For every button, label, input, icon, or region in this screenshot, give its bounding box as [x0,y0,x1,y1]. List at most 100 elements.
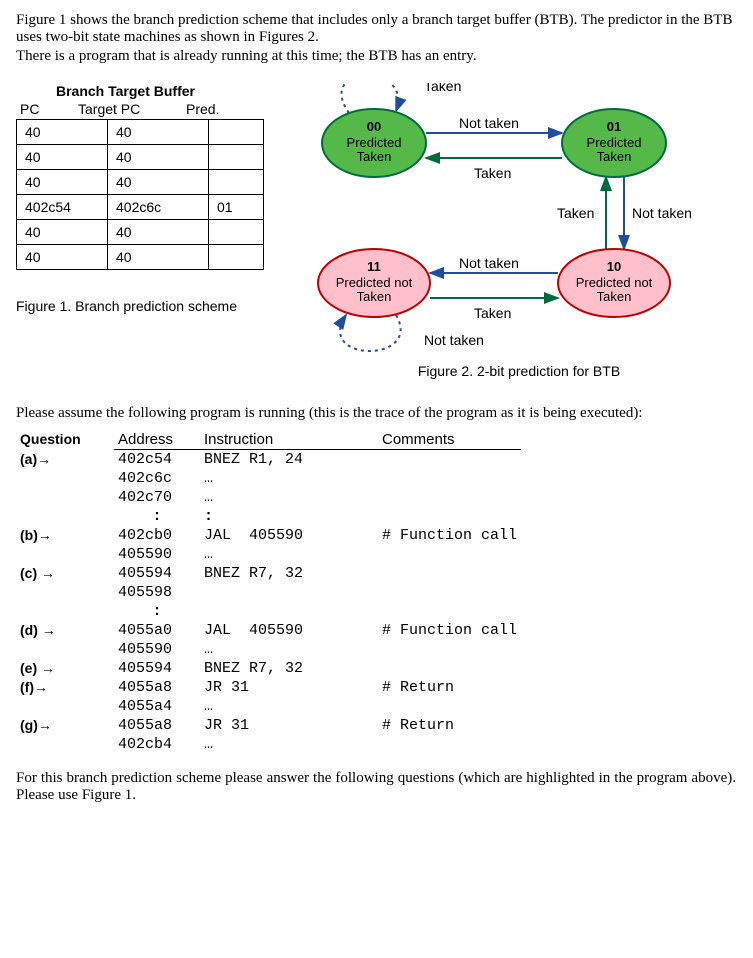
trace-cell-addr: 405590 [114,545,200,564]
trace-cell-instr: BNEZ R7, 32 [200,564,378,583]
trace-cell-comm: # Return [378,716,521,735]
trace-cell-q: (f)→ [16,678,114,697]
trace-cell-instr: JR 31 [200,678,378,697]
trace-cell-instr: … [200,640,378,659]
trace-row: (d) →4055a0JAL 405590# Function call [16,621,521,640]
fsm-node-s10-text: Predicted not [576,275,653,290]
btb-row: 4040 [17,145,264,170]
trace-row: (a)→402c54BNEZ R1, 24 [16,450,521,470]
trace-cell-q [16,545,114,564]
trace-cell-comm [378,735,521,754]
btb-title: Branch Target Buffer [56,83,264,99]
fsm-node-s10-text: Taken [597,289,632,304]
figure-1: Branch Target Buffer PC Target PC Pred. … [16,83,264,314]
trace-cell-q: (g)→ [16,716,114,735]
edge-10-01-label: Taken [557,205,594,221]
trace-cell-addr: 4055a0 [114,621,200,640]
trace-cell-comm [378,469,521,488]
figures-row: Branch Target Buffer PC Target PC Pred. … [16,83,736,379]
trace-cell-addr: : [114,507,200,526]
edge-11-10-label: Taken [474,305,511,321]
fsm-node-s11-text: Predicted not [336,275,413,290]
intro-line2: There is a program that is already runni… [16,48,736,65]
trace-cell-instr: JAL 405590 [200,526,378,545]
trace-cell-q [16,469,114,488]
trace-cell-q: (d) → [16,621,114,640]
edge-01-10-label: Not taken [632,205,692,221]
btb-cell-tpc: 40 [108,220,209,245]
trace-header-row: Question Address Instruction Comments [16,430,521,450]
trace-cell-q [16,602,114,621]
btb-cell-tpc: 40 [108,245,209,270]
btb-cell-pc: 40 [17,120,108,145]
btb-header-targetpc: Target PC [78,101,186,117]
trace-cell-comm [378,488,521,507]
trace-row: 4055a4… [16,697,521,716]
trace-cell-comm [378,507,521,526]
trace-row: 405590… [16,545,521,564]
trace-cell-comm: # Function call [378,621,521,640]
fsm-node-s01-text: Taken [597,149,632,164]
intro-line1: Figure 1 shows the branch prediction sch… [16,12,736,46]
edge-01-00-label: Taken [474,165,511,181]
trace-row: 402cb4… [16,735,521,754]
trace-row: 402c6c… [16,469,521,488]
trace-cell-comm [378,697,521,716]
trace-cell-instr: … [200,545,378,564]
trace-cell-addr: 402cb0 [114,526,200,545]
edge-00-01-label: Not taken [459,115,519,131]
trace-cell-instr: JAL 405590 [200,621,378,640]
trace-cell-instr: BNEZ R1, 24 [200,450,378,470]
trace-cell-comm: # Return [378,678,521,697]
trace-cell-addr: 402c70 [114,488,200,507]
figure-2: Taken Not taken Not taken Taken Not take… [284,83,714,379]
trace-cell-instr: … [200,735,378,754]
trace-cell-q [16,697,114,716]
btb-cell-pred [209,245,264,270]
btb-cell-pred [209,220,264,245]
btb-headers: PC Target PC Pred. [16,101,264,117]
trace-cell-addr: 4055a8 [114,678,200,697]
btb-header-pc: PC [20,101,60,117]
trace-cell-comm [378,602,521,621]
trace-cell-q: (c) → [16,564,114,583]
trace-cell-addr: 4055a4 [114,697,200,716]
trace-cell-addr: 405590 [114,640,200,659]
btb-cell-pred [209,120,264,145]
trace-row: (c) →405594BNEZ R7, 32 [16,564,521,583]
trace-cell-instr: : [200,507,378,526]
trace-cell-q [16,488,114,507]
closing-text: For this branch prediction scheme please… [16,770,736,804]
trace-cell-q [16,507,114,526]
fsm-node-s01-text: Predicted [587,135,642,150]
trace-row: 402c70… [16,488,521,507]
btb-row: 4040 [17,170,264,195]
btb-row: 4040 [17,220,264,245]
trace-row: (b)→402cb0JAL 405590# Function call [16,526,521,545]
intro-text: Figure 1 shows the branch prediction sch… [16,12,736,65]
btb-cell-pc: 402c54 [17,195,108,220]
trace-cell-comm: # Function call [378,526,521,545]
trace-intro: Please assume the following program is r… [16,405,736,422]
trace-cell-addr: 4055a8 [114,716,200,735]
trace-row: : [16,602,521,621]
btb-table: 404040404040402c54402c6c0140404040 [16,119,264,270]
btb-row: 4040 [17,120,264,145]
trace-cell-addr: 405598 [114,583,200,602]
btb-header-pred: Pred. [186,101,236,117]
trace-row: 405598 [16,583,521,602]
trace-header-instruction: Instruction [200,430,378,450]
trace-cell-addr: 405594 [114,659,200,678]
trace-cell-addr: 402cb4 [114,735,200,754]
trace-cell-addr: : [114,602,200,621]
trace-cell-comm [378,545,521,564]
trace-header-comments: Comments [378,430,521,450]
trace-cell-instr [200,602,378,621]
trace-cell-q [16,735,114,754]
trace-cell-comm [378,659,521,678]
trace-cell-q: (b)→ [16,526,114,545]
fsm-node-s10-text: 10 [607,259,621,274]
trace-row: (e) →405594BNEZ R7, 32 [16,659,521,678]
fsm-node-s00-text: 00 [367,119,381,134]
btb-cell-tpc: 40 [108,170,209,195]
